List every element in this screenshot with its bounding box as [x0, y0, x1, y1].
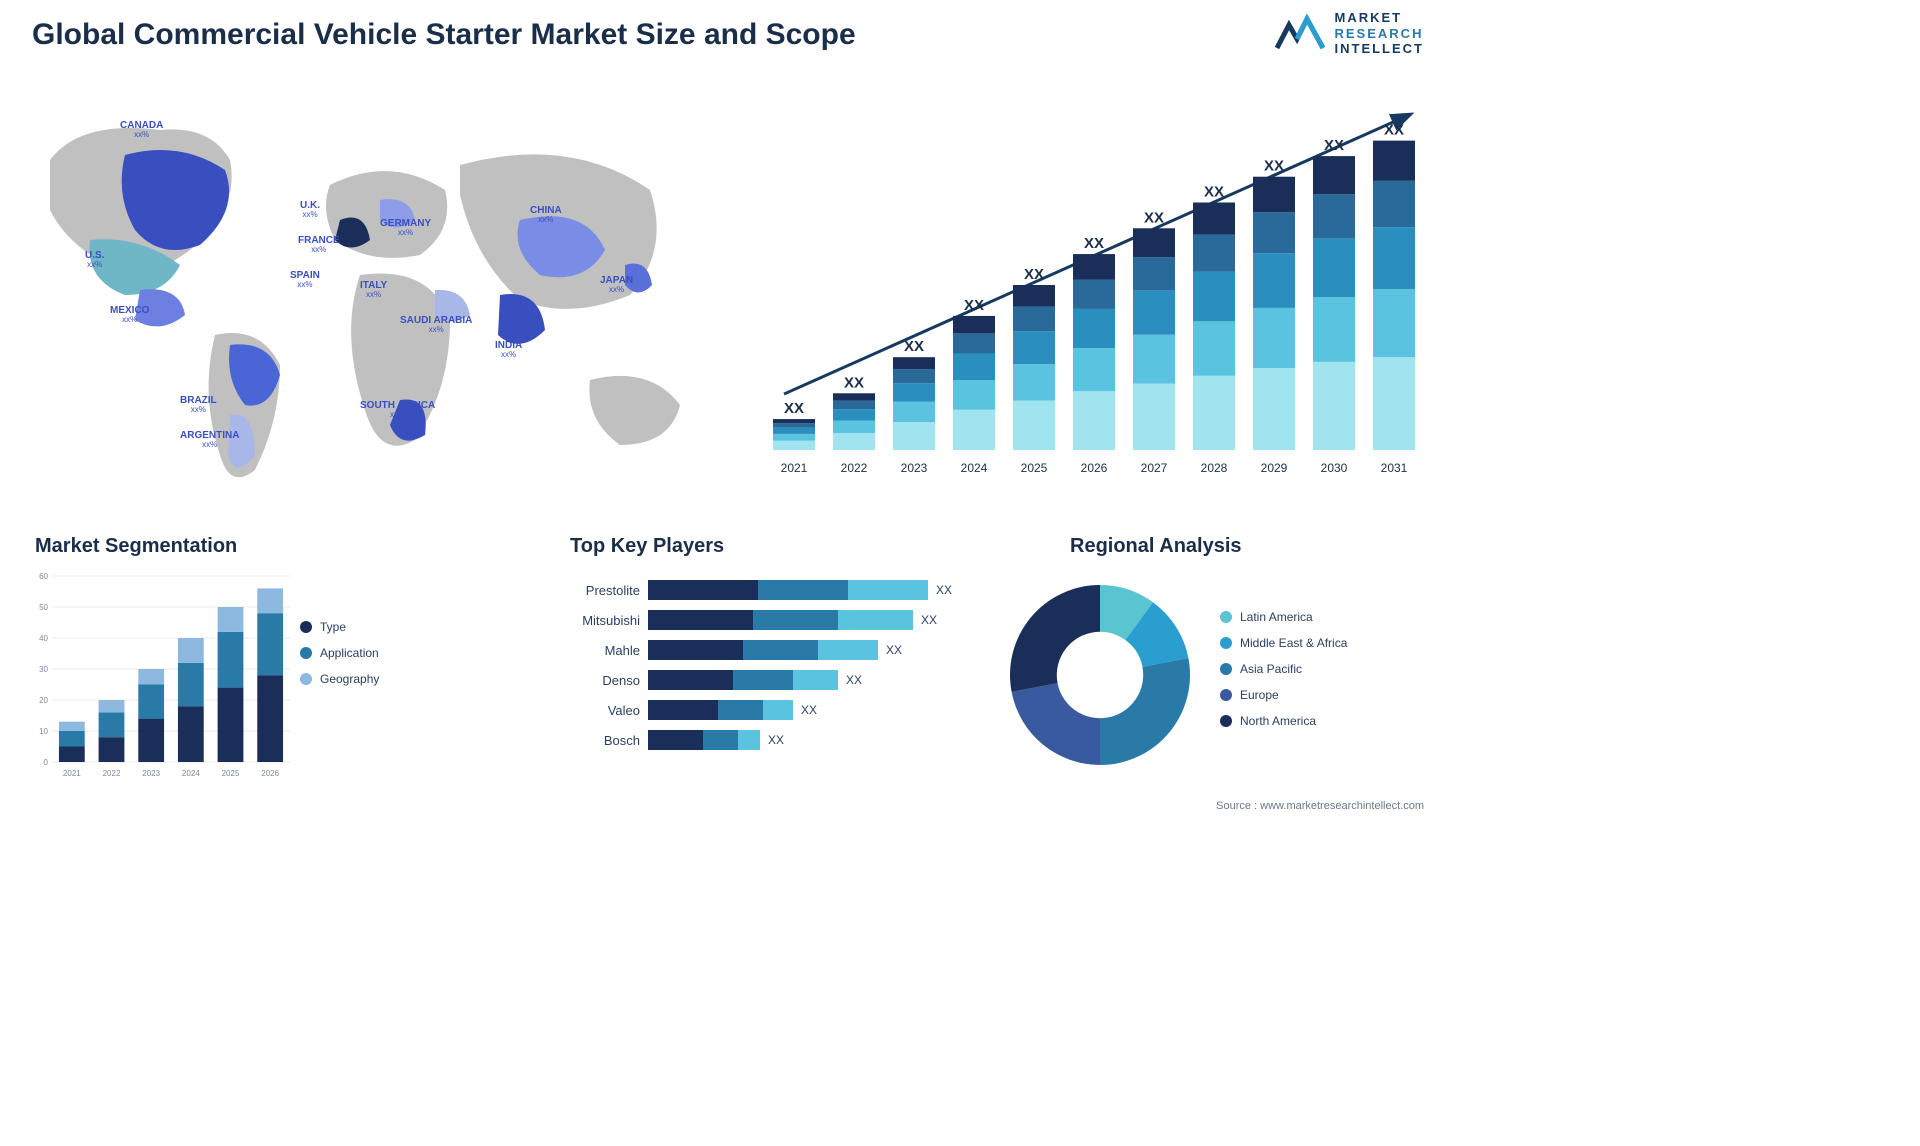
svg-text:2022: 2022	[103, 769, 121, 778]
regional-legend-item: Asia Pacific	[1220, 662, 1347, 676]
svg-text:XX: XX	[1084, 235, 1104, 252]
map-label-mexico: MEXICOxx%	[110, 305, 149, 325]
svg-text:2023: 2023	[901, 461, 928, 475]
map-label-canada: CANADAxx%	[120, 120, 163, 140]
map-label-india: INDIAxx%	[495, 340, 522, 360]
svg-text:2026: 2026	[1081, 461, 1108, 475]
player-row: PrestoliteXX	[560, 580, 980, 600]
regional-title: Regional Analysis	[1070, 535, 1242, 558]
player-row: DensoXX	[560, 670, 980, 690]
svg-text:60: 60	[39, 572, 48, 581]
svg-text:XX: XX	[1324, 137, 1344, 154]
svg-text:10: 10	[39, 727, 48, 736]
svg-text:2025: 2025	[1021, 461, 1048, 475]
svg-text:50: 50	[39, 603, 48, 612]
page-title: Global Commercial Vehicle Starter Market…	[32, 18, 856, 52]
map-label-u-k-: U.K.xx%	[300, 200, 320, 220]
regional-donut: Latin America Middle East & Africa Asia Pa…	[1000, 560, 1420, 790]
segmentation-chart: 0 10 20 30 40 50 60 2021 2022 2023 2024 2025 2026 Ty…	[30, 570, 450, 800]
regional-legend-item: North America	[1220, 714, 1347, 728]
segmentation-title: Market Segmentation	[35, 535, 237, 558]
players-title: Top Key Players	[570, 535, 724, 558]
map-label-brazil: BRAZILxx%	[180, 395, 217, 415]
svg-text:20: 20	[39, 696, 48, 705]
svg-text:XX: XX	[1264, 158, 1284, 175]
svg-text:2028: 2028	[1201, 461, 1228, 475]
market-size-chart: XX 2021 XX 2022 XX 2023 XX 2024 XX 2025 XX 2026 XX 20…	[764, 110, 1424, 480]
regional-legend-item: Middle East & Africa	[1220, 636, 1347, 650]
map-label-spain: SPAINxx%	[290, 270, 320, 290]
map-label-france: FRANCExx%	[298, 235, 340, 255]
map-label-italy: ITALYxx%	[360, 280, 387, 300]
svg-text:2023: 2023	[142, 769, 160, 778]
svg-text:XX: XX	[1024, 266, 1044, 283]
segmentation-legend-item: Application	[300, 646, 379, 660]
regional-legend-item: Europe	[1220, 688, 1347, 702]
svg-text:XX: XX	[904, 338, 924, 355]
map-label-saudi-arabia: SAUDI ARABIAxx%	[400, 315, 472, 335]
map-label-u-s-: U.S.xx%	[85, 250, 104, 270]
svg-text:2024: 2024	[182, 769, 200, 778]
segmentation-legend-item: Geography	[300, 672, 379, 686]
svg-text:0: 0	[44, 758, 49, 767]
svg-text:2029: 2029	[1261, 461, 1288, 475]
svg-text:XX: XX	[964, 297, 984, 314]
key-players-chart: PrestoliteXX MitsubishiXX MahleXX DensoXX Va…	[560, 580, 980, 760]
player-row: ValeoXX	[560, 700, 980, 720]
svg-text:2025: 2025	[222, 769, 240, 778]
map-label-japan: JAPANxx%	[600, 275, 633, 295]
source-credit: Source : www.marketresearchintellect.com	[1216, 800, 1424, 812]
svg-text:2024: 2024	[961, 461, 988, 475]
svg-text:2021: 2021	[63, 769, 81, 778]
brand-logo: MARKET RESEARCH INTELLECT	[1275, 10, 1425, 57]
svg-text:2021: 2021	[781, 461, 808, 475]
svg-text:XX: XX	[1144, 209, 1164, 226]
svg-text:2031: 2031	[1381, 461, 1408, 475]
map-label-germany: GERMANYxx%	[380, 218, 431, 238]
player-row: MahleXX	[560, 640, 980, 660]
logo-line3: INTELLECT	[1335, 41, 1425, 57]
svg-text:XX: XX	[784, 400, 804, 417]
map-label-argentina: ARGENTINAxx%	[180, 430, 239, 450]
logo-line2: RESEARCH	[1335, 26, 1425, 42]
world-map: CANADAxx% U.S.xx% MEXICOxx% BRAZILxx% ARGENT…	[30, 100, 710, 500]
segmentation-legend-item: Type	[300, 620, 379, 634]
svg-text:30: 30	[39, 665, 48, 674]
logo-icon	[1275, 13, 1325, 53]
player-row: BoschXX	[560, 730, 980, 750]
svg-text:2026: 2026	[261, 769, 279, 778]
logo-line1: MARKET	[1335, 10, 1425, 26]
map-label-south-africa: SOUTH AFRICAxx%	[360, 400, 435, 420]
regional-legend-item: Latin America	[1220, 610, 1347, 624]
svg-text:2022: 2022	[841, 461, 868, 475]
svg-text:2027: 2027	[1141, 461, 1168, 475]
svg-text:XX: XX	[844, 374, 864, 391]
svg-text:XX: XX	[1204, 184, 1224, 201]
player-row: MitsubishiXX	[560, 610, 980, 630]
svg-text:XX: XX	[1384, 122, 1404, 139]
svg-text:2030: 2030	[1321, 461, 1348, 475]
svg-text:40: 40	[39, 634, 48, 643]
map-label-china: CHINAxx%	[530, 205, 562, 225]
